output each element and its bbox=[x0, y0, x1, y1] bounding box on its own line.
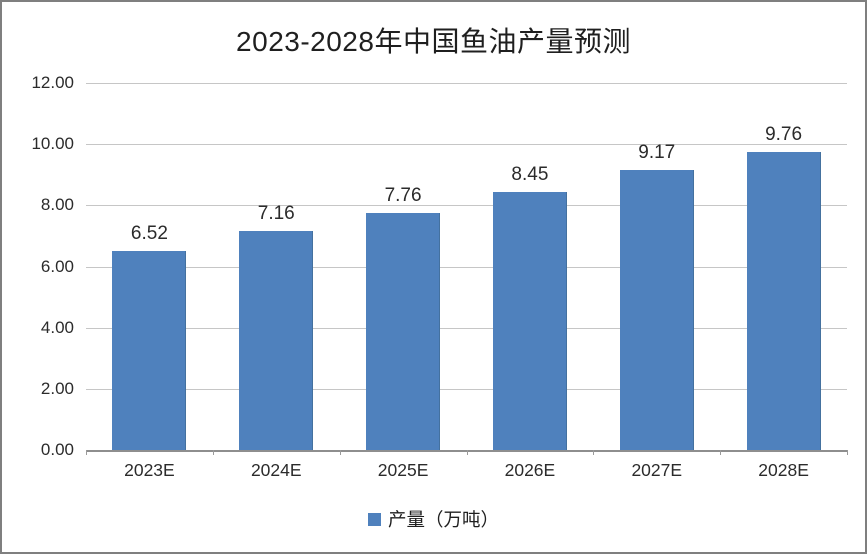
bar-value-label: 9.76 bbox=[765, 123, 803, 145]
y-tick-label: 6.00 bbox=[40, 256, 74, 276]
x-tick-label: 2024E bbox=[250, 460, 302, 480]
gridline bbox=[86, 327, 847, 329]
x-tick-label: 2025E bbox=[377, 460, 429, 480]
legend: 产量（万吨） bbox=[2, 506, 865, 532]
x-axis-tick-mark bbox=[720, 450, 722, 455]
gridline bbox=[86, 388, 847, 390]
bar-2024E bbox=[239, 231, 314, 450]
x-axis-tick-mark bbox=[212, 450, 214, 455]
y-tick-label: 4.00 bbox=[40, 317, 74, 337]
x-tick-label: 2028E bbox=[758, 460, 809, 480]
bar-2028E bbox=[746, 151, 821, 450]
bar-value-label: 8.45 bbox=[511, 163, 549, 185]
x-axis-labels: 2023E 2024E 2025E 2026E 2027E 2028E bbox=[86, 460, 847, 484]
bar-2026E bbox=[492, 191, 567, 450]
x-axis-tick-mark bbox=[847, 450, 848, 455]
y-tick-label: 12.00 bbox=[31, 73, 74, 92]
x-axis-tick-mark bbox=[593, 450, 595, 455]
y-tick-label: 10.00 bbox=[31, 134, 74, 154]
y-tick-label: 0.00 bbox=[40, 440, 74, 459]
bar-value-label: 6.52 bbox=[130, 222, 168, 244]
bar-value-label: 7.16 bbox=[257, 203, 295, 225]
x-tick-label: 2023E bbox=[124, 460, 175, 480]
x-axis-tick-mark bbox=[339, 450, 341, 455]
legend-series-label: 产量（万吨） bbox=[387, 509, 499, 530]
gridline bbox=[86, 205, 847, 207]
bar-2027E bbox=[619, 169, 694, 450]
gridline bbox=[86, 83, 847, 84]
chart-title: 2023-2028年中国鱼油产量预测 bbox=[236, 26, 631, 57]
legend-series-marker-icon bbox=[367, 512, 381, 526]
gridline bbox=[86, 144, 847, 146]
x-tick-label: 2026E bbox=[504, 460, 556, 480]
bar-2025E bbox=[366, 212, 441, 450]
y-tick-label: 8.00 bbox=[40, 195, 74, 215]
plot-area: 6.52 7.16 7.76 8.45 9.17 9.76 bbox=[86, 83, 848, 455]
gridline bbox=[86, 266, 847, 268]
bar-2023E bbox=[112, 250, 187, 450]
x-axis-tick-mark bbox=[86, 450, 87, 455]
x-tick-label: 2027E bbox=[631, 460, 683, 480]
bar-value-label: 9.17 bbox=[638, 141, 676, 163]
bar-value-label: 7.76 bbox=[384, 184, 422, 206]
y-tick-label: 2.00 bbox=[40, 378, 74, 398]
x-axis-tick-mark bbox=[466, 450, 468, 455]
